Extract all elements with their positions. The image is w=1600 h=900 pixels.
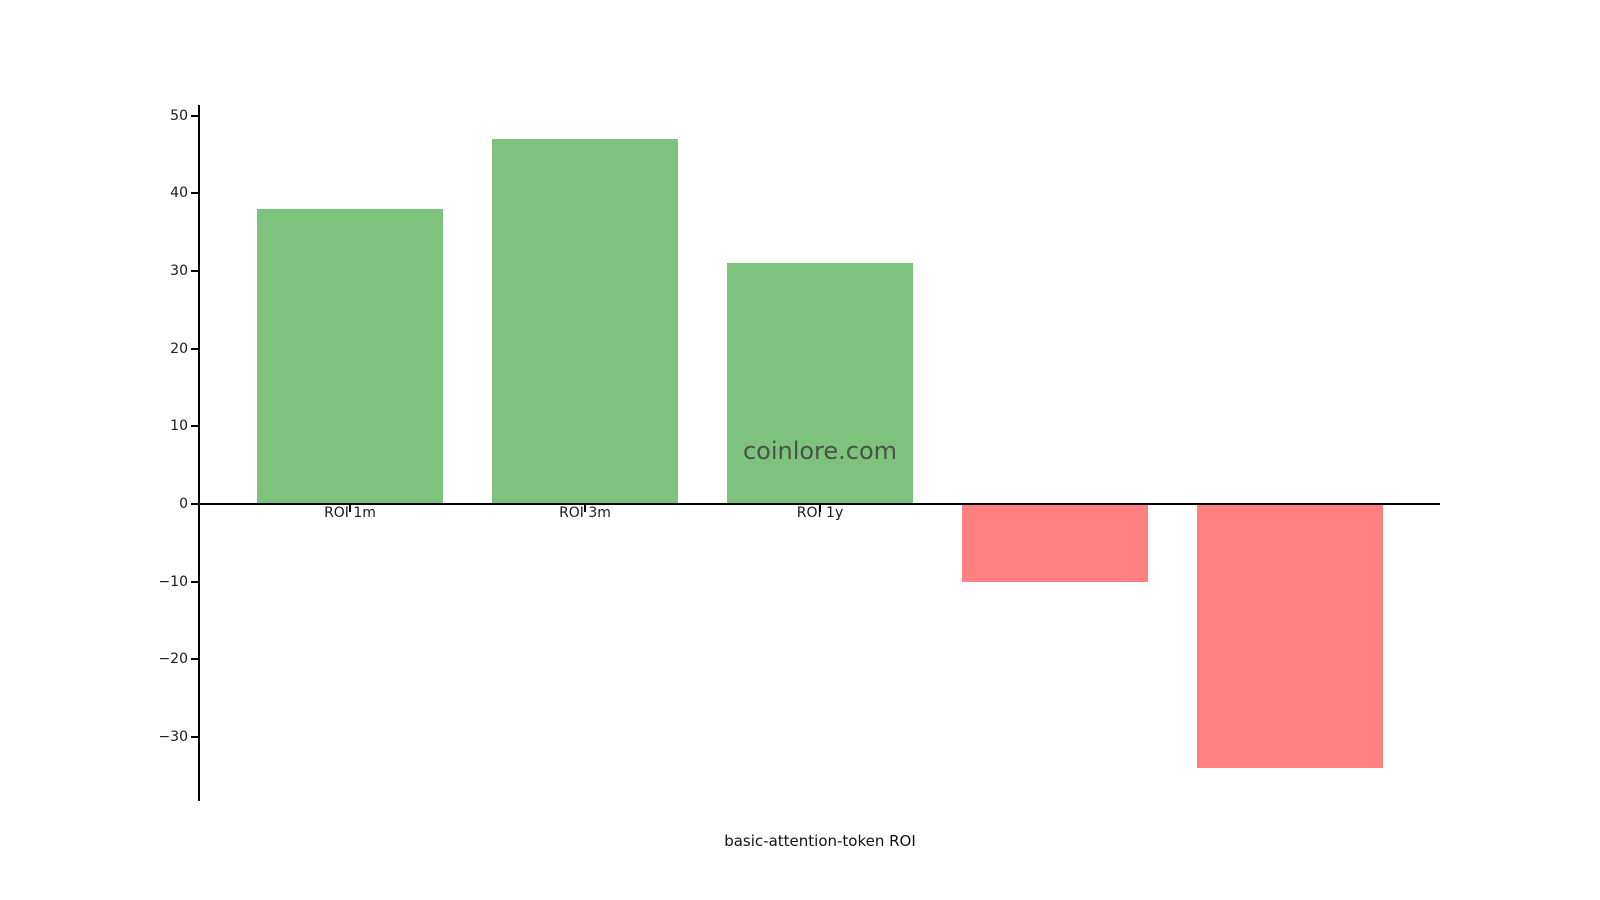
y-tick-mark [191, 114, 198, 117]
x-tick-label: ROI 1y [796, 505, 844, 521]
y-axis-line [198, 105, 200, 801]
y-tick-mark [191, 192, 198, 195]
x-tick-mark [349, 505, 351, 512]
y-tick-mark [191, 736, 198, 739]
y-tick-label: 10 [170, 418, 188, 435]
chart-title: basic-attention-token ROI [724, 832, 916, 850]
y-tick-label: 30 [170, 262, 188, 279]
y-tick-label: −20 [158, 651, 188, 668]
y-tick-label: −30 [158, 729, 188, 746]
x-axis-line [198, 503, 1440, 505]
bar-roi-1m [257, 208, 443, 504]
y-tick-mark [191, 425, 198, 428]
x-tick-mark [584, 505, 586, 512]
x-tick-mark [819, 505, 821, 512]
y-tick-mark [191, 658, 198, 661]
y-tick-mark [191, 347, 198, 350]
bar-roi-3m [492, 138, 678, 504]
y-tick-label: 0 [179, 496, 188, 512]
y-tick-mark [191, 580, 198, 583]
watermark-text: coinlore.com [742, 437, 898, 465]
x-tick-label: ROI 1m [324, 505, 376, 521]
y-tick-mark [191, 503, 198, 505]
bar-unlabeled-5 [1197, 504, 1383, 769]
y-tick-label: 20 [170, 340, 188, 357]
y-tick-mark [191, 269, 198, 272]
y-tick-label: 40 [170, 185, 188, 202]
y-tick-label: 50 [170, 107, 188, 124]
bar-unlabeled-4 [962, 504, 1148, 582]
y-tick-label: −10 [158, 573, 188, 590]
bar-roi-1y [727, 263, 913, 504]
x-tick-label: ROI 3m [559, 505, 611, 521]
